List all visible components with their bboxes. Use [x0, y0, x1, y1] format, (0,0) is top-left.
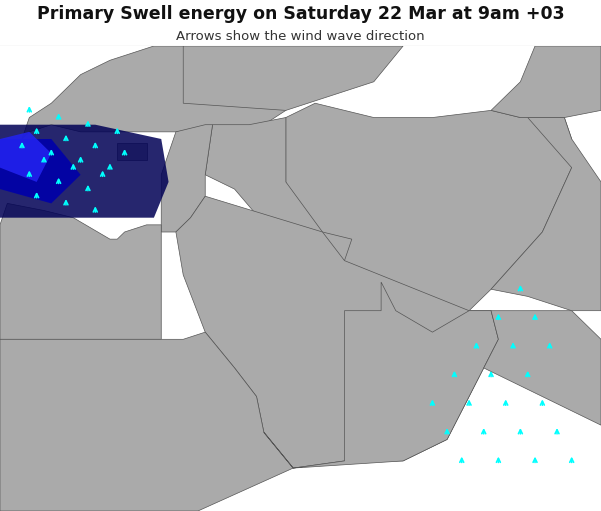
Polygon shape	[484, 311, 601, 425]
Polygon shape	[0, 203, 161, 339]
Polygon shape	[0, 332, 293, 511]
Polygon shape	[491, 118, 601, 311]
Polygon shape	[0, 125, 168, 218]
Polygon shape	[264, 282, 498, 468]
Polygon shape	[205, 118, 352, 261]
Polygon shape	[176, 196, 498, 468]
Polygon shape	[183, 46, 403, 110]
Polygon shape	[161, 125, 213, 232]
Polygon shape	[491, 46, 601, 118]
Polygon shape	[286, 103, 572, 311]
Polygon shape	[22, 46, 286, 139]
Polygon shape	[117, 143, 147, 160]
Polygon shape	[0, 132, 51, 182]
Text: Primary Swell energy on Saturday 22 Mar at 9am +03: Primary Swell energy on Saturday 22 Mar …	[37, 5, 564, 23]
Polygon shape	[0, 139, 81, 203]
Text: Arrows show the wind wave direction: Arrows show the wind wave direction	[176, 30, 425, 43]
